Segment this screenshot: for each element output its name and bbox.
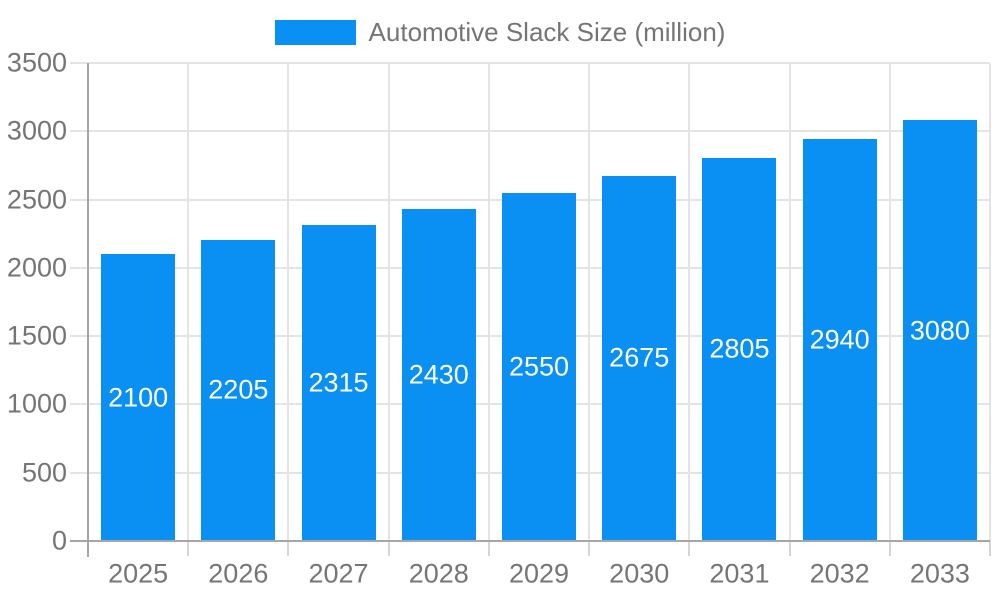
x-axis-tick-label: 2027	[308, 558, 369, 589]
bar-value-label: 2805	[709, 333, 770, 364]
x-axis-tick-label: 2032	[809, 558, 870, 589]
legend-label: Automotive Slack Size (million)	[368, 17, 726, 47]
x-axis-tick-label: 2031	[709, 558, 770, 589]
bar-2028[interactable]	[401, 209, 476, 541]
x-tick	[788, 541, 791, 556]
gridline-x	[487, 63, 490, 541]
bar-value-label: 2550	[508, 351, 570, 382]
gridline-x	[187, 63, 190, 541]
x-axis-tick-label: 2033	[909, 558, 970, 589]
x-tick	[688, 541, 691, 556]
x-tick	[888, 541, 891, 556]
gridline-x	[989, 63, 991, 541]
gridline-x	[688, 63, 691, 541]
gridline-x	[888, 63, 891, 541]
y-axis-tick-label: 2500	[6, 184, 67, 215]
x-tick	[287, 541, 290, 556]
legend[interactable]: Automotive Slack Size (million)	[0, 17, 1000, 48]
bar-value-label: 2430	[408, 359, 469, 390]
y-axis-tick-label: 3000	[6, 115, 67, 146]
x-tick	[387, 541, 390, 556]
x-axis-tick-label: 2030	[609, 558, 670, 589]
bar-2026[interactable]	[201, 239, 276, 541]
x-tick	[187, 541, 190, 556]
gridline-x	[788, 63, 791, 541]
x-tick	[588, 541, 591, 556]
bar-value-label: 2675	[609, 342, 670, 373]
bar-2025[interactable]	[101, 254, 176, 541]
gridline-x	[287, 63, 290, 541]
bar-value-label: 3080	[909, 315, 970, 346]
bar-2031[interactable]	[702, 157, 777, 541]
x-axis-tick-label: 2028	[408, 558, 469, 589]
bar-2027[interactable]	[301, 224, 376, 541]
gridline-x	[588, 63, 591, 541]
x-tick	[989, 541, 991, 556]
bar-2033[interactable]	[902, 120, 977, 541]
x-tick	[487, 541, 490, 556]
bar-2032[interactable]	[802, 139, 877, 541]
bar-value-label: 2940	[809, 324, 870, 355]
y-axis-line	[87, 63, 89, 557]
y-axis-tick-label: 3500	[6, 47, 67, 78]
y-axis-tick-label: 0	[51, 525, 67, 556]
y-axis-tick-label: 1000	[6, 388, 67, 419]
y-axis-tick-label: 500	[21, 457, 67, 488]
bar-value-label: 2100	[108, 382, 169, 413]
x-axis-tick-label: 2025	[108, 558, 169, 589]
x-axis-line	[70, 540, 990, 542]
gridline-y	[70, 62, 990, 64]
bar-value-label: 2315	[308, 367, 369, 398]
bar-2030[interactable]	[602, 175, 677, 541]
x-axis-tick-label: 2029	[508, 558, 570, 589]
y-axis-tick-label: 2000	[6, 252, 67, 283]
gridline-x	[387, 63, 390, 541]
y-axis-tick-label: 1500	[6, 320, 67, 351]
bar-value-label: 2205	[208, 374, 269, 405]
bar-2029[interactable]	[502, 192, 576, 541]
x-axis-tick-label: 2026	[208, 558, 269, 589]
legend-swatch-icon	[274, 20, 356, 45]
gridline-y	[70, 130, 990, 133]
